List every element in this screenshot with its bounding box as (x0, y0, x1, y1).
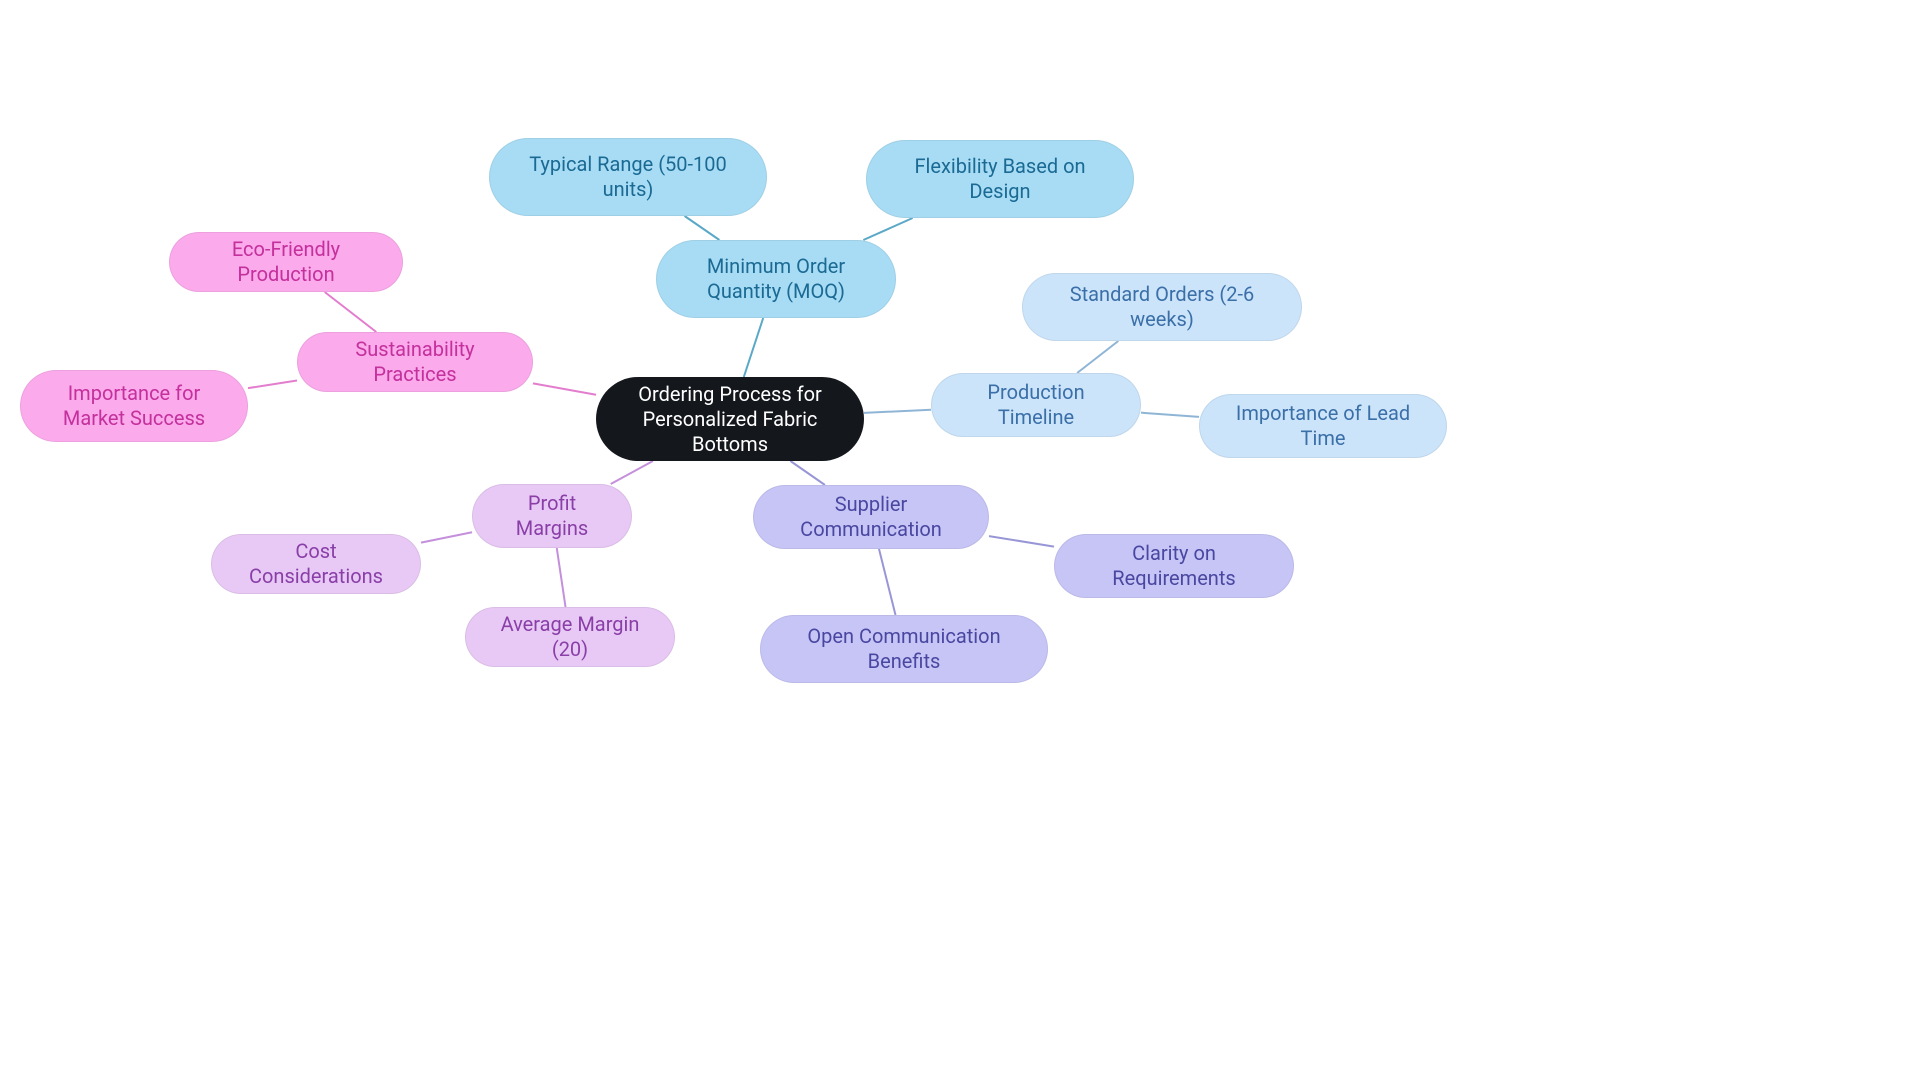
node-label: Average Margin (20) (494, 612, 646, 662)
node-timeline: Production Timeline (931, 373, 1141, 437)
node-moq_range: Typical Range (50-100 units) (489, 138, 767, 216)
node-center: Ordering Process for Personalized Fabric… (596, 377, 864, 461)
node-label: Ordering Process for Personalized Fabric… (624, 382, 836, 457)
node-label: Flexibility Based on Design (895, 154, 1105, 204)
edge (248, 380, 297, 388)
node-supplier: Supplier Communication (753, 485, 989, 549)
edge (1141, 413, 1199, 417)
node-label: Standard Orders (2-6 weeks) (1051, 282, 1273, 332)
edge (989, 536, 1054, 547)
node-label: Typical Range (50-100 units) (518, 152, 738, 202)
node-label: Sustainability Practices (326, 337, 504, 387)
node-label: Profit Margins (501, 491, 603, 541)
edge (421, 532, 472, 542)
node-supplier_open: Open Communication Benefits (760, 615, 1048, 683)
edge (864, 410, 931, 413)
edge (325, 292, 377, 332)
edge (790, 461, 825, 485)
node-profit_cost: Cost Considerations (211, 534, 421, 594)
edge (557, 548, 566, 607)
node-timeline_lead: Importance of Lead Time (1199, 394, 1447, 458)
node-moq: Minimum Order Quantity (MOQ) (656, 240, 896, 318)
node-label: Supplier Communication (782, 492, 960, 542)
node-label: Importance for Market Success (49, 381, 219, 431)
edge (879, 549, 896, 615)
node-sustain: Sustainability Practices (297, 332, 533, 392)
node-timeline_std: Standard Orders (2-6 weeks) (1022, 273, 1302, 341)
edge (1077, 341, 1118, 373)
node-label: Cost Considerations (240, 539, 392, 589)
node-profit_avg: Average Margin (20) (465, 607, 675, 667)
edge (685, 216, 720, 240)
edge (533, 383, 596, 394)
edge (744, 318, 763, 377)
node-label: Open Communication Benefits (789, 624, 1019, 674)
edge (611, 461, 653, 484)
edge (863, 218, 912, 240)
node-label: Clarity on Requirements (1083, 541, 1265, 591)
node-label: Importance of Lead Time (1228, 401, 1418, 451)
node-label: Eco-Friendly Production (198, 237, 374, 287)
node-label: Production Timeline (960, 380, 1112, 430)
node-sustain_market: Importance for Market Success (20, 370, 248, 442)
node-label: Minimum Order Quantity (MOQ) (685, 254, 867, 304)
node-supplier_clarity: Clarity on Requirements (1054, 534, 1294, 598)
node-moq_flex: Flexibility Based on Design (866, 140, 1134, 218)
node-sustain_eco: Eco-Friendly Production (169, 232, 403, 292)
node-profit: Profit Margins (472, 484, 632, 548)
